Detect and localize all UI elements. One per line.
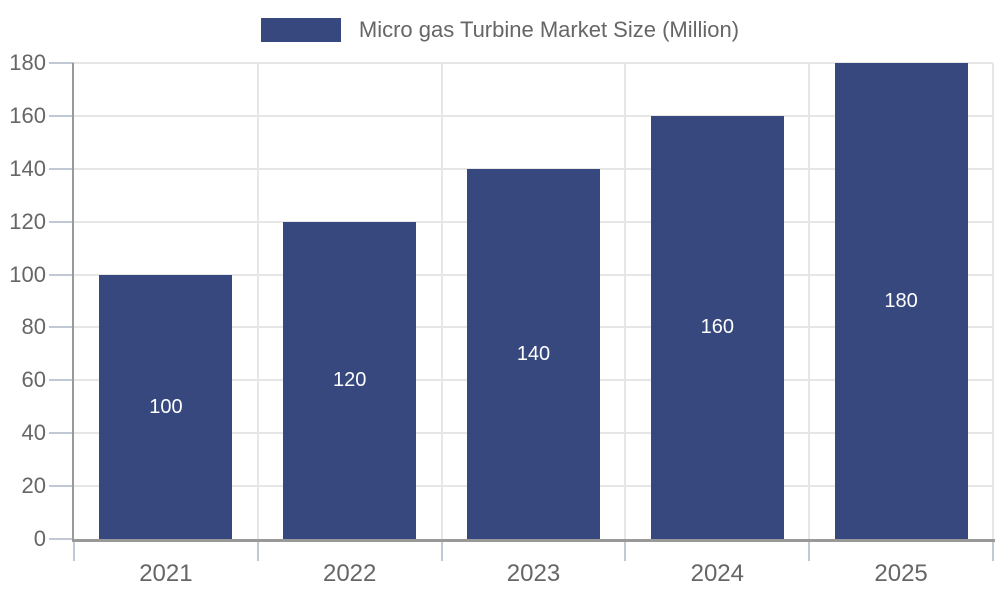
y-tick <box>49 432 74 435</box>
y-axis-label: 180 <box>9 50 46 75</box>
y-axis-label: 20 <box>21 473 46 499</box>
y-tick <box>49 326 74 329</box>
x-tick <box>256 539 259 561</box>
y-axis-label: 100 <box>9 261 46 287</box>
x-axis-line <box>72 539 995 542</box>
y-tick <box>49 114 74 117</box>
bar-2024[interactable] <box>650 115 784 539</box>
y-tick <box>49 273 74 276</box>
y-axis-label: 0 <box>33 526 46 551</box>
bar-2022[interactable] <box>283 221 417 539</box>
x-tick <box>73 539 75 561</box>
y-tick <box>49 538 74 540</box>
grid-line-h <box>74 62 993 64</box>
y-tick <box>49 485 74 488</box>
y-tick <box>49 379 74 382</box>
y-tick <box>49 167 74 170</box>
bar-data-label: 100 <box>149 395 183 418</box>
x-tick <box>808 539 811 561</box>
x-tick <box>440 539 443 561</box>
grid-line-v <box>440 63 443 539</box>
bar-2021[interactable] <box>99 274 233 539</box>
x-tick <box>992 539 994 561</box>
legend-label: Micro gas Turbine Market Size (Million) <box>358 17 740 42</box>
x-tick <box>624 539 627 561</box>
grid-line-v <box>624 63 627 539</box>
y-axis-label: 160 <box>9 102 46 128</box>
x-axis-label: 2022 <box>322 560 377 587</box>
y-axis-label: 40 <box>21 420 46 446</box>
x-axis-label: 2021 <box>139 560 193 587</box>
y-tick <box>49 220 74 223</box>
grid-line-v <box>992 63 994 539</box>
bar-data-label: 160 <box>700 316 734 339</box>
bar-data-label: 180 <box>884 290 918 312</box>
bar-2023[interactable] <box>467 168 600 539</box>
grid-line-h <box>74 114 993 117</box>
legend-swatch <box>260 18 341 42</box>
legend[interactable]: Micro gas Turbine Market Size (Million) <box>0 17 1000 43</box>
x-axis-label: 2025 <box>874 560 928 587</box>
bar-data-label: 140 <box>516 342 551 365</box>
grid-line-v <box>256 63 259 539</box>
y-axis-label: 140 <box>9 155 46 181</box>
bar-2025[interactable] <box>834 63 968 539</box>
y-axis-label: 80 <box>21 314 46 340</box>
y-axis-label: 120 <box>9 208 46 234</box>
y-axis-line <box>72 63 74 541</box>
x-axis-label: 2024 <box>690 560 744 587</box>
grid-line-v <box>808 63 811 539</box>
y-tick <box>49 62 74 64</box>
bar-data-label: 120 <box>333 369 367 392</box>
y-axis-label: 60 <box>21 367 46 393</box>
x-axis-label: 2023 <box>506 560 561 587</box>
